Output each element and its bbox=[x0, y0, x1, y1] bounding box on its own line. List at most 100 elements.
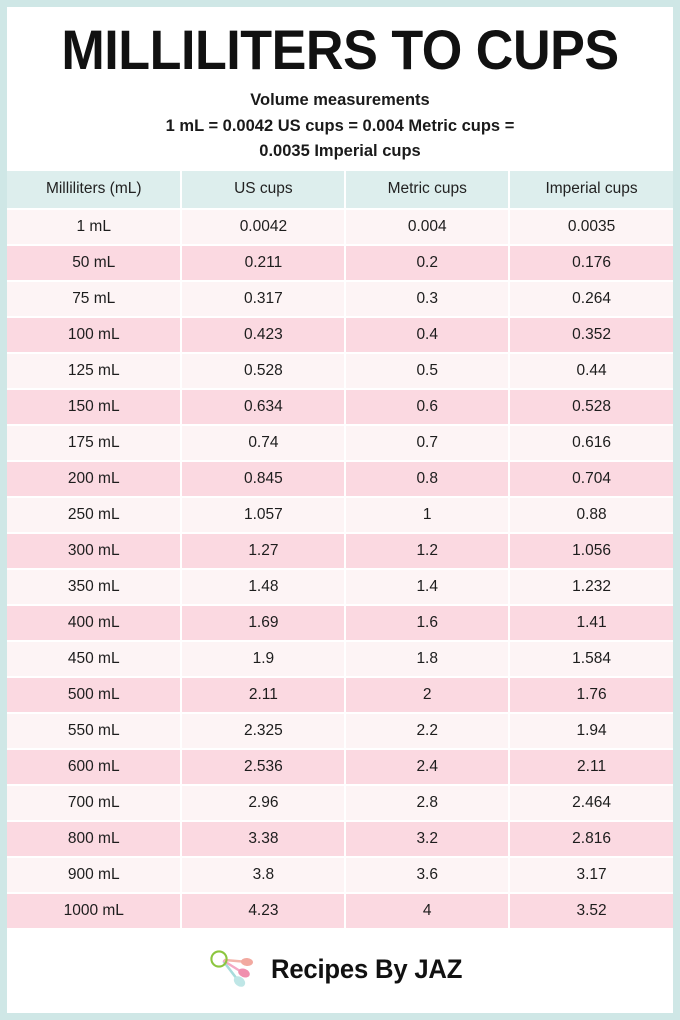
table-body: 1 mL 0.0042 0.004 0.0035 50 mL 0.211 0.2 0.176 7… bbox=[7, 208, 673, 930]
cell-milliliters: 250 mL bbox=[7, 496, 183, 534]
measuring-spoons-icon bbox=[207, 949, 261, 989]
table-row: 200 mL 0.845 0.8 0.704 bbox=[7, 460, 673, 498]
cell-value: 3.17 bbox=[509, 856, 673, 894]
cell-value: 1.48 bbox=[181, 568, 347, 606]
cell-value: 1.4 bbox=[345, 568, 511, 606]
table-row: 350 mL 1.48 1.4 1.232 bbox=[7, 568, 673, 606]
cell-milliliters: 200 mL bbox=[7, 460, 183, 498]
table-row: 300 mL 1.27 1.2 1.056 bbox=[7, 532, 673, 570]
cell-value: 0.317 bbox=[181, 280, 347, 318]
cell-value: 0.845 bbox=[181, 460, 347, 498]
footer-branding: Recipes By JAZ bbox=[7, 929, 673, 1013]
table-row: 75 mL 0.317 0.3 0.264 bbox=[7, 280, 673, 318]
cell-value: 1.76 bbox=[509, 676, 673, 714]
cell-value: 0.44 bbox=[509, 352, 673, 390]
cell-milliliters: 175 mL bbox=[7, 424, 183, 462]
cell-value: 1.41 bbox=[509, 604, 673, 642]
cell-value: 3.6 bbox=[345, 856, 511, 894]
table-row: 150 mL 0.634 0.6 0.528 bbox=[7, 388, 673, 426]
table-row: 100 mL 0.423 0.4 0.352 bbox=[7, 316, 673, 354]
cell-milliliters: 1000 mL bbox=[7, 892, 183, 930]
cell-milliliters: 900 mL bbox=[7, 856, 183, 894]
brand-name: Recipes By JAZ bbox=[271, 953, 463, 984]
table-row: 500 mL 2.11 2 1.76 bbox=[7, 676, 673, 714]
cell-value: 2.11 bbox=[181, 676, 347, 714]
spoon-peach bbox=[224, 958, 254, 967]
cell-milliliters: 75 mL bbox=[7, 280, 183, 318]
cell-milliliters: 300 mL bbox=[7, 532, 183, 570]
cell-milliliters: 50 mL bbox=[7, 244, 183, 282]
cell-value: 4.23 bbox=[181, 892, 347, 930]
table-row: 900 mL 3.8 3.6 3.17 bbox=[7, 856, 673, 894]
cell-value: 3.8 bbox=[181, 856, 347, 894]
column-header-1: US cups bbox=[181, 170, 347, 210]
cell-value: 0.264 bbox=[509, 280, 673, 318]
cell-value: 1.8 bbox=[345, 640, 511, 678]
cell-value: 1.056 bbox=[509, 532, 673, 570]
table-row: 1 mL 0.0042 0.004 0.0035 bbox=[7, 208, 673, 246]
cell-value: 0.6 bbox=[345, 388, 511, 426]
cell-value: 3.38 bbox=[181, 820, 347, 858]
cell-value: 0.352 bbox=[509, 316, 673, 354]
cell-milliliters: 1 mL bbox=[7, 208, 183, 246]
cell-value: 0.176 bbox=[509, 244, 673, 282]
subtitle-line-2: 1 mL = 0.0042 US cups = 0.004 Metric cup… bbox=[165, 116, 515, 135]
cell-value: 1.057 bbox=[181, 496, 347, 534]
table-row: 800 mL 3.38 3.2 2.816 bbox=[7, 820, 673, 858]
cell-value: 2.11 bbox=[509, 748, 673, 786]
cell-value: 3.2 bbox=[345, 820, 511, 858]
table-row: 50 mL 0.211 0.2 0.176 bbox=[7, 244, 673, 282]
cell-milliliters: 350 mL bbox=[7, 568, 183, 606]
cell-milliliters: 450 mL bbox=[7, 640, 183, 678]
table-row: 125 mL 0.528 0.5 0.44 bbox=[7, 352, 673, 390]
cell-value: 4 bbox=[345, 892, 511, 930]
cell-milliliters: 400 mL bbox=[7, 604, 183, 642]
cell-value: 2.816 bbox=[509, 820, 673, 858]
table-header: Milliliters (mL) US cups Metric cups Imperi… bbox=[7, 170, 673, 210]
cell-value: 0.4 bbox=[345, 316, 511, 354]
table-row: 400 mL 1.69 1.6 1.41 bbox=[7, 604, 673, 642]
cell-value: 2.4 bbox=[345, 748, 511, 786]
cell-value: 0.634 bbox=[181, 388, 347, 426]
cell-value: 2.464 bbox=[509, 784, 673, 822]
cell-milliliters: 550 mL bbox=[7, 712, 183, 750]
cell-value: 1.9 bbox=[181, 640, 347, 678]
cell-value: 0.528 bbox=[509, 388, 673, 426]
subtitle-block: Volume measurements 1 mL = 0.0042 US cup… bbox=[23, 88, 657, 165]
cell-value: 0.528 bbox=[181, 352, 347, 390]
cell-milliliters: 800 mL bbox=[7, 820, 183, 858]
table-row: 600 mL 2.536 2.4 2.11 bbox=[7, 748, 673, 786]
cell-value: 3.52 bbox=[509, 892, 673, 930]
cell-milliliters: 500 mL bbox=[7, 676, 183, 714]
cell-value: 0.88 bbox=[509, 496, 673, 534]
column-header-2: Metric cups bbox=[345, 170, 511, 210]
cell-value: 1.94 bbox=[509, 712, 673, 750]
cell-value: 2.96 bbox=[181, 784, 347, 822]
table-row: 175 mL 0.74 0.7 0.616 bbox=[7, 424, 673, 462]
cell-value: 0.616 bbox=[509, 424, 673, 462]
spoon-blue bbox=[223, 961, 246, 988]
conversion-table-wrapper: Milliliters (mL) US cups Metric cups Imperi… bbox=[7, 170, 673, 930]
cell-value: 0.8 bbox=[345, 460, 511, 498]
poster-inner: MILLILITERS TO CUPS Volume measurements … bbox=[7, 7, 673, 1013]
column-header-0: Milliliters (mL) bbox=[7, 170, 183, 210]
cell-value: 0.0042 bbox=[181, 208, 347, 246]
cell-value: 1.27 bbox=[181, 532, 347, 570]
cell-milliliters: 600 mL bbox=[7, 748, 183, 786]
cell-milliliters: 125 mL bbox=[7, 352, 183, 390]
cell-value: 0.2 bbox=[345, 244, 511, 282]
cell-value: 0.704 bbox=[509, 460, 673, 498]
cell-value: 1.232 bbox=[509, 568, 673, 606]
cell-value: 2.2 bbox=[345, 712, 511, 750]
cell-value: 0.0035 bbox=[509, 208, 673, 246]
cell-value: 1.2 bbox=[345, 532, 511, 570]
cell-value: 0.74 bbox=[181, 424, 347, 462]
poster-header: MILLILITERS TO CUPS Volume measurements … bbox=[7, 7, 673, 171]
table-row: 450 mL 1.9 1.8 1.584 bbox=[7, 640, 673, 678]
cell-value: 2.8 bbox=[345, 784, 511, 822]
cell-value: 1.584 bbox=[509, 640, 673, 678]
cell-value: 0.7 bbox=[345, 424, 511, 462]
subtitle-line-3: 0.0035 Imperial cups bbox=[259, 142, 421, 161]
cell-value: 2 bbox=[345, 676, 511, 714]
